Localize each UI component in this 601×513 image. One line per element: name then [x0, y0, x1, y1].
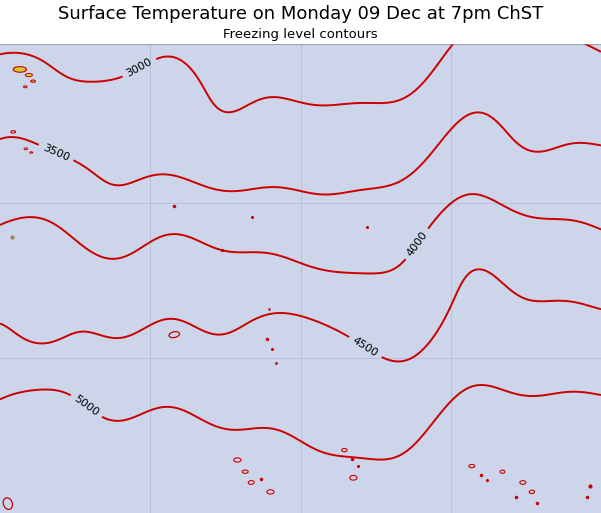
Text: 3500: 3500 — [41, 142, 71, 163]
Text: 4000: 4000 — [405, 230, 429, 259]
Text: Surface Temperature on Monday 09 Dec at 7pm ChST: Surface Temperature on Monday 09 Dec at … — [58, 5, 543, 23]
Ellipse shape — [25, 73, 32, 77]
Ellipse shape — [3, 498, 13, 509]
Ellipse shape — [242, 470, 248, 473]
Text: 4500: 4500 — [350, 336, 380, 359]
Ellipse shape — [267, 490, 274, 494]
Ellipse shape — [234, 458, 241, 462]
Text: Freezing level contours: Freezing level contours — [223, 28, 378, 41]
Ellipse shape — [350, 476, 357, 480]
Ellipse shape — [13, 67, 26, 72]
Ellipse shape — [23, 86, 27, 88]
Ellipse shape — [248, 481, 254, 484]
Ellipse shape — [529, 490, 534, 494]
Ellipse shape — [520, 481, 526, 484]
Ellipse shape — [469, 464, 475, 468]
Ellipse shape — [169, 331, 180, 338]
Ellipse shape — [24, 148, 28, 150]
Ellipse shape — [31, 80, 35, 82]
Ellipse shape — [11, 131, 16, 133]
Ellipse shape — [341, 448, 347, 452]
Ellipse shape — [29, 152, 32, 153]
Text: 3000: 3000 — [125, 57, 154, 79]
Ellipse shape — [500, 470, 505, 473]
Text: 5000: 5000 — [72, 394, 100, 419]
